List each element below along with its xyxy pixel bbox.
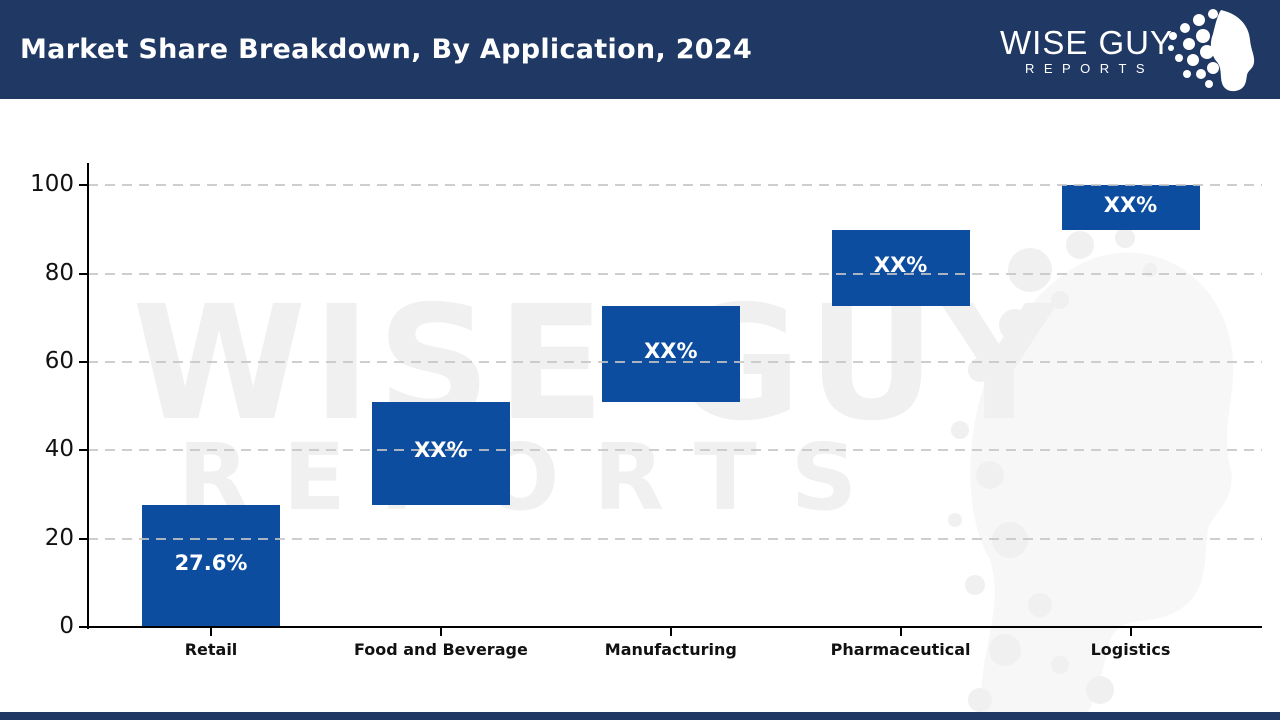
x-tick-mark bbox=[210, 628, 212, 636]
x-category-label: Manufacturing bbox=[604, 640, 737, 659]
bar-value-label: XX% bbox=[873, 253, 928, 278]
bar-value-label: XX% bbox=[414, 438, 468, 463]
y-tick-label: 40 bbox=[44, 436, 74, 463]
y-tick-label: 60 bbox=[44, 347, 74, 374]
y-tick-label: 20 bbox=[44, 524, 74, 551]
bar-manufacturing bbox=[601, 306, 740, 402]
x-category-label: Food and Beverage bbox=[353, 640, 528, 659]
y-tick-label: 100 bbox=[30, 171, 74, 198]
y-tick-label: 0 bbox=[59, 613, 74, 639]
bar-value-label: XX% bbox=[644, 338, 698, 363]
y-tick-mark bbox=[79, 537, 87, 540]
logo-text: WISE GUY REPORTS bbox=[1000, 26, 1173, 75]
x-category-label: Pharmaceutical bbox=[830, 640, 971, 659]
gridline-40 bbox=[88, 449, 1262, 452]
x-category-label: Retail bbox=[184, 640, 238, 659]
bar-logistics bbox=[1061, 185, 1200, 230]
gridline-60 bbox=[88, 360, 1262, 363]
x-tick-mark bbox=[439, 628, 442, 636]
watermark-reports-text: REPORTS bbox=[178, 424, 892, 531]
y-tick-mark bbox=[79, 272, 87, 275]
wise-guy-reports-logo: WISE GUY REPORTS bbox=[1000, 6, 1266, 94]
y-tick-label: 80 bbox=[44, 259, 74, 286]
gridline-80 bbox=[88, 272, 1262, 275]
x-tick-mark bbox=[899, 628, 902, 636]
y-tick-mark bbox=[79, 184, 87, 187]
x-tick-mark bbox=[669, 628, 672, 636]
y-tick-mark bbox=[79, 360, 87, 363]
bar-retail bbox=[142, 505, 280, 627]
header-bar: Market Share Breakdown, By Application, … bbox=[0, 0, 1280, 99]
gridline-100 bbox=[88, 184, 1262, 187]
footer-bar bbox=[0, 712, 1280, 720]
x-tick-mark bbox=[1129, 628, 1132, 636]
logo-wiseguy-label: WISE GUY bbox=[1000, 23, 1174, 61]
logo-reports-label: REPORTS bbox=[1024, 60, 1155, 76]
bar-pharmaceutical bbox=[831, 229, 970, 307]
bar-food-and-beverage bbox=[371, 401, 510, 506]
y-tick-mark bbox=[79, 449, 87, 452]
x-axis-spine bbox=[87, 626, 1262, 628]
page-title: Market Share Breakdown, By Application, … bbox=[20, 34, 753, 65]
y-tick-mark bbox=[79, 626, 87, 628]
logo-head-icon bbox=[1168, 9, 1255, 92]
bar-value-label: 27.6% bbox=[174, 551, 248, 576]
watermark-head-graphic bbox=[948, 228, 1234, 720]
y-axis-spine bbox=[87, 163, 89, 629]
x-category-label: Logistics bbox=[1090, 640, 1171, 659]
bar-value-label: XX% bbox=[1103, 192, 1158, 217]
gridline-20 bbox=[88, 537, 1262, 540]
